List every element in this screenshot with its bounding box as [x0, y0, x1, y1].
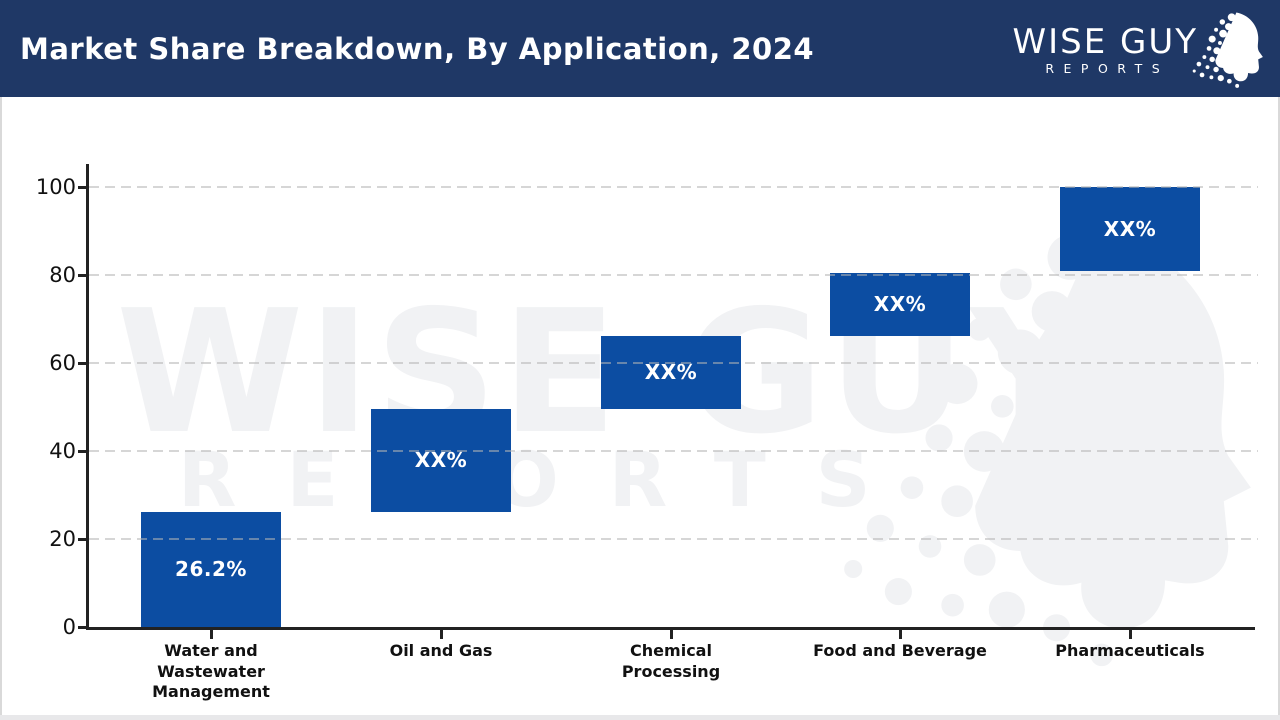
left-border — [0, 97, 2, 720]
y-tick — [78, 273, 87, 277]
category-label: Water and Wastewater Management — [152, 641, 270, 701]
waterfall-bar: 26.2% — [141, 511, 281, 627]
logo-line2: REPORTS — [1045, 61, 1170, 76]
category-label: Chemical Processing — [621, 641, 721, 681]
category-label: Pharmaceuticals — [1055, 641, 1205, 660]
wise-guy-reports-logo: WISE GUY REPORTS — [1012, 8, 1266, 92]
x-tick — [209, 630, 213, 639]
watermark-reports: REPORTS — [178, 435, 921, 524]
x-tick — [669, 630, 673, 639]
page-title: Market Share Breakdown, By Application, … — [20, 31, 815, 66]
x-tick — [1128, 630, 1132, 639]
y-tick — [78, 537, 87, 541]
y-tick — [78, 449, 87, 453]
y-tick — [78, 361, 87, 365]
bar-value-label: XX% — [873, 292, 927, 317]
bar-value-label: XX% — [644, 360, 698, 385]
y-tick-label: 0 — [62, 615, 76, 639]
right-border — [1278, 97, 1280, 720]
x-tick — [439, 630, 443, 639]
y-axis — [86, 164, 89, 630]
waterfall-bar: XX% — [830, 272, 970, 336]
bar-value-label: 26.2% — [175, 557, 247, 582]
waterfall-bar: XX% — [601, 335, 741, 410]
gridline — [89, 274, 1258, 276]
gridline — [89, 450, 1258, 452]
logo-wordmark: WISE GUY REPORTS — [1012, 24, 1198, 76]
y-tick — [78, 185, 87, 189]
category-label: Food and Beverage — [813, 641, 987, 660]
y-tick-label: 20 — [49, 527, 76, 551]
x-axis — [86, 627, 1255, 630]
x-tick — [898, 630, 902, 639]
logo-line1: WISE GUY — [1012, 22, 1198, 62]
logo-head-icon — [1188, 9, 1266, 91]
header-bar: Market Share Breakdown, By Application, … — [0, 0, 1280, 97]
gridline — [89, 538, 1258, 540]
y-tick-label: 40 — [49, 439, 76, 463]
y-tick-label: 80 — [49, 263, 76, 287]
waterfall-bar: XX% — [1060, 187, 1200, 271]
bar-value-label: XX% — [1103, 216, 1157, 241]
bar-value-label: XX% — [414, 448, 468, 473]
footer-band — [0, 715, 1280, 720]
y-tick-label: 100 — [35, 175, 76, 199]
y-tick — [78, 625, 87, 629]
gridline — [89, 186, 1258, 188]
gridline — [89, 362, 1258, 364]
y-tick-label: 60 — [49, 351, 76, 375]
waterfall-bar: XX% — [371, 409, 511, 512]
category-label: Oil and Gas — [389, 641, 493, 660]
